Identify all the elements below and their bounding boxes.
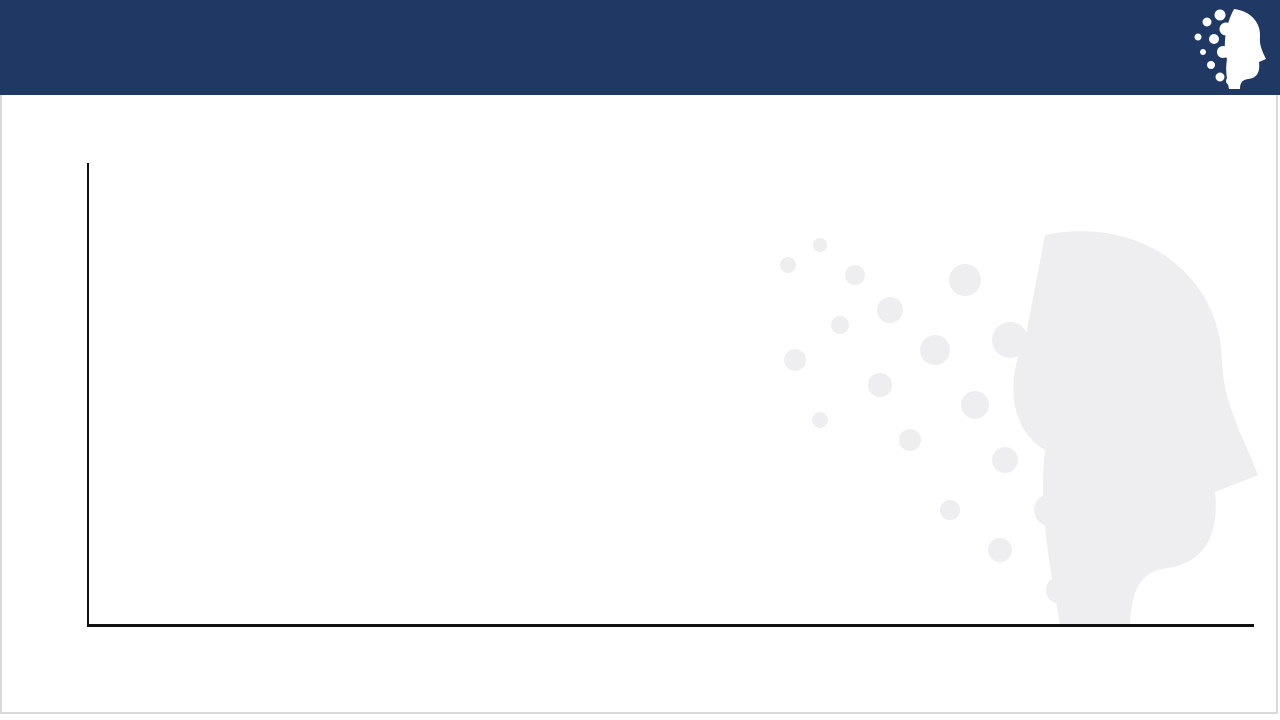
watermark-head-icon bbox=[780, 231, 1258, 625]
header-bar bbox=[0, 0, 1280, 95]
x-axis bbox=[87, 624, 1254, 627]
logo-head-icon bbox=[1194, 9, 1266, 89]
wiseguy-logo bbox=[1016, 6, 1266, 90]
y-axis bbox=[87, 163, 89, 627]
logo-wordmark bbox=[1180, 47, 1186, 49]
